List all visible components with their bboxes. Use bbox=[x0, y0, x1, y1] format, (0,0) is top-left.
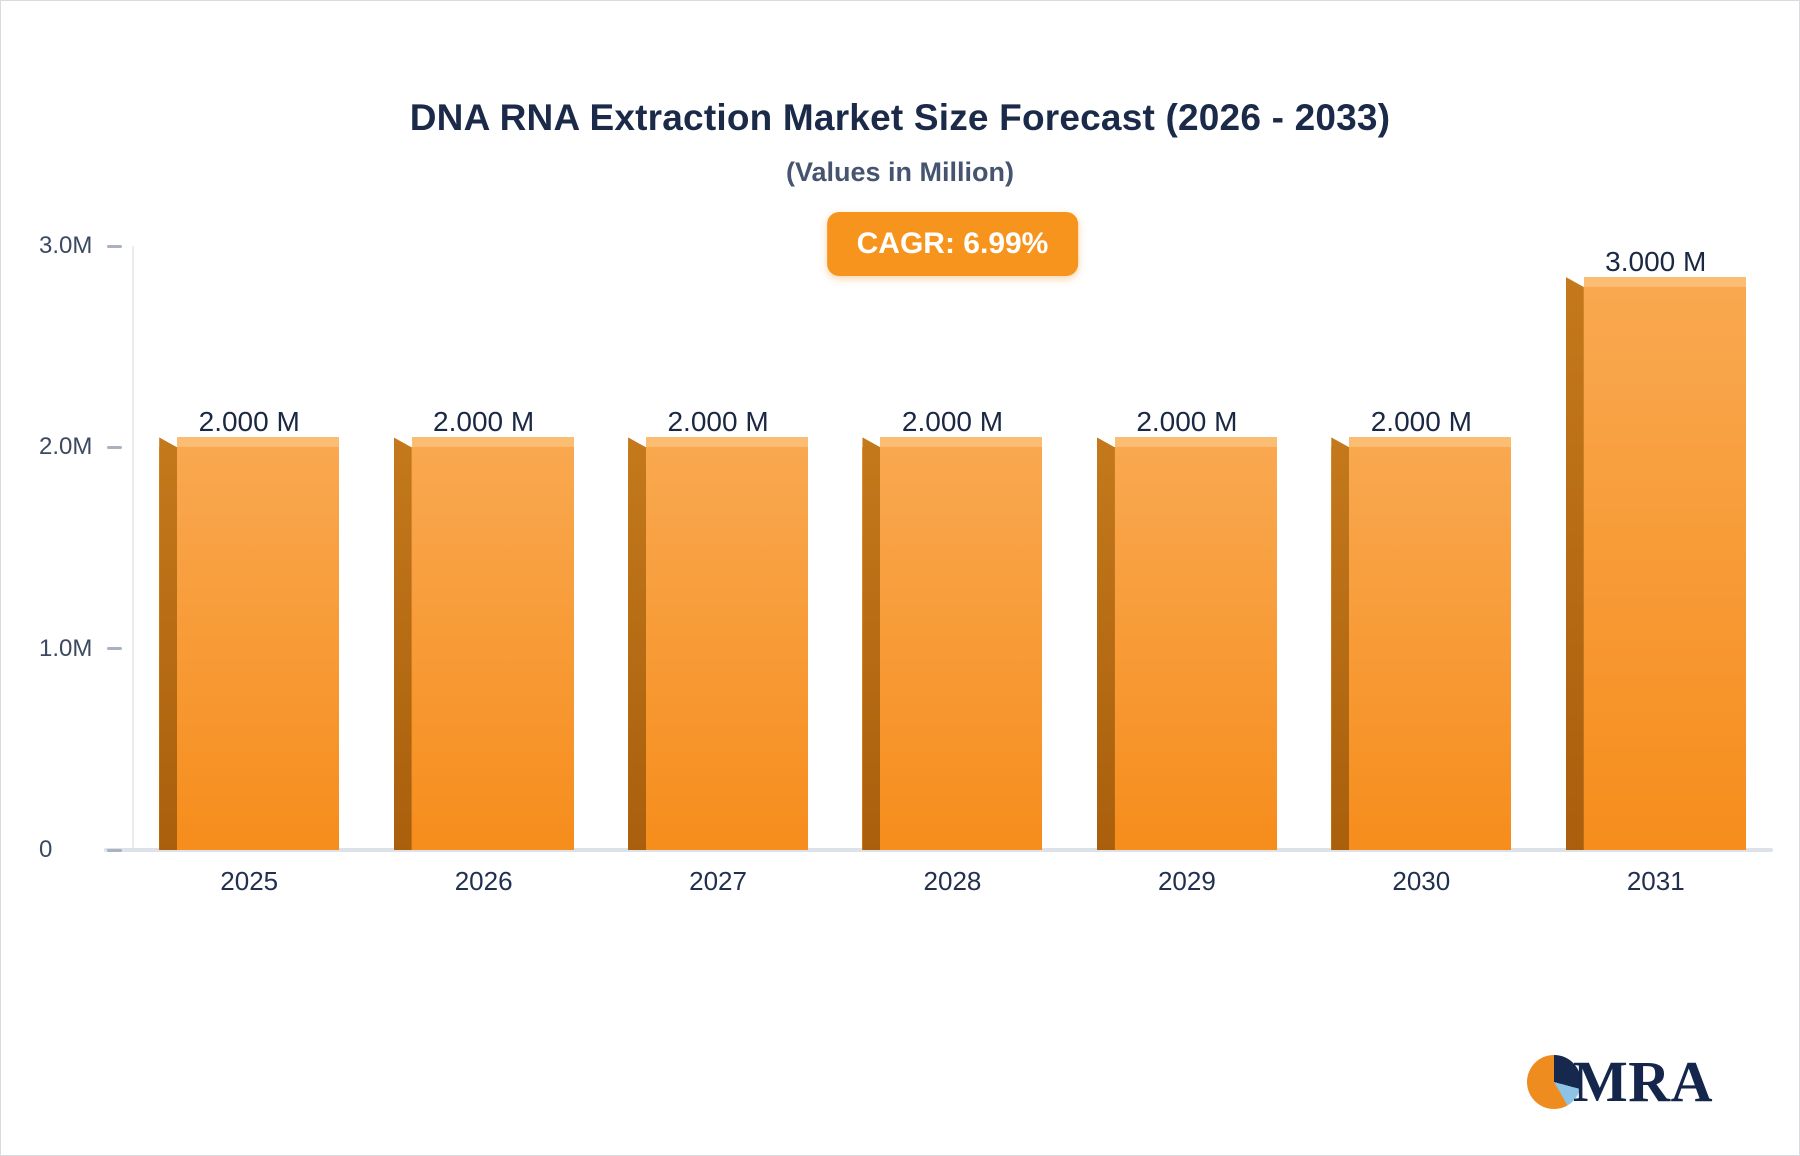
bar-2025[interactable] bbox=[159, 437, 340, 850]
bar-value-label: 2.000 M bbox=[901, 406, 1004, 438]
bar-value-label: 2.000 M bbox=[1370, 406, 1472, 438]
x-axis-baseline bbox=[104, 848, 1773, 852]
x-axis-label-2029: 2029 bbox=[1157, 866, 1216, 896]
plot-area: CAGR: 6.99% 2.000 M 2.000 M 2.000 M 2.000 M… bbox=[39, 212, 1773, 863]
y-axis-line bbox=[132, 246, 134, 850]
bar-2027[interactable] bbox=[628, 437, 809, 850]
x-axis-label-2027: 2027 bbox=[689, 866, 747, 896]
mra-logo-text: MRA bbox=[1572, 1049, 1713, 1114]
y-tick-1.0M: 1.0M bbox=[39, 635, 132, 663]
y-tick-label: 2.0M bbox=[39, 433, 93, 461]
bar-value-label: 2.000 M bbox=[198, 406, 300, 438]
y-tick-label: 3.0M bbox=[39, 232, 93, 259]
chart-section: CAGR: 6.99% 2.000 M 2.000 M 2.000 M 2.000 M… bbox=[1, 212, 1799, 897]
x-axis-label-2031: 2031 bbox=[1626, 866, 1685, 896]
y-tick-3.0M: 3.0M bbox=[39, 232, 132, 260]
x-axis-label-2025: 2025 bbox=[220, 866, 279, 896]
bar-group-2031: 3.000 M bbox=[1539, 246, 1773, 850]
chart-subtitle: (Values in Million) bbox=[785, 157, 1015, 187]
bar-2029[interactable] bbox=[1096, 437, 1277, 850]
bar-group-2029: 2.000 M bbox=[1070, 246, 1304, 850]
x-axis-label-2028: 2028 bbox=[923, 866, 982, 896]
y-tick-2.0M: 2.0M bbox=[39, 433, 132, 461]
y-tick-label: 0 bbox=[39, 836, 53, 863]
y-tick-mark bbox=[107, 244, 122, 248]
bar-value-label: 2.000 M bbox=[1136, 406, 1238, 438]
y-tick-label: 1.0M bbox=[39, 634, 93, 662]
bar-group-2025: 2.000 M bbox=[132, 246, 366, 850]
bar-2031[interactable] bbox=[1565, 277, 1746, 850]
bar-value-label: 2.000 M bbox=[433, 406, 535, 438]
bar-2028[interactable] bbox=[862, 437, 1043, 850]
cagr-badge: CAGR: 6.99% bbox=[826, 212, 1079, 276]
bar-group-2027: 2.000 M bbox=[601, 246, 835, 850]
bar-2030[interactable] bbox=[1331, 437, 1512, 850]
y-tick-mark bbox=[107, 647, 122, 651]
bars: 2.000 M 2.000 M 2.000 M 2.000 M 2.000 M 2.000… bbox=[132, 246, 1773, 850]
y-tick-mark bbox=[107, 848, 122, 852]
y-tick-0: 0 bbox=[39, 836, 132, 864]
bar-value-label: 2.000 M bbox=[667, 406, 769, 438]
x-axis-label-2030: 2030 bbox=[1392, 866, 1451, 896]
bar-group-2028: 2.000 M bbox=[835, 246, 1069, 850]
mra-logo: MRA bbox=[1526, 1049, 1713, 1114]
mra-logo-pie-icon bbox=[1526, 1055, 1581, 1109]
bar-group-2026: 2.000 M bbox=[366, 246, 600, 850]
y-tick-mark bbox=[107, 445, 122, 449]
x-axis-labels: 2025 2026 2027 2028 2029 2030 2031 bbox=[132, 866, 1773, 897]
bar-2026[interactable] bbox=[393, 437, 574, 850]
chart-header: DNA RNA Extraction Market Size Forecast … bbox=[1, 1, 1799, 188]
bar-value-label: 3.000 M bbox=[1605, 246, 1707, 277]
chart-title: DNA RNA Extraction Market Size Forecast … bbox=[409, 97, 1391, 138]
bar-group-2030: 2.000 M bbox=[1304, 246, 1538, 850]
x-axis-label-2026: 2026 bbox=[454, 866, 513, 896]
